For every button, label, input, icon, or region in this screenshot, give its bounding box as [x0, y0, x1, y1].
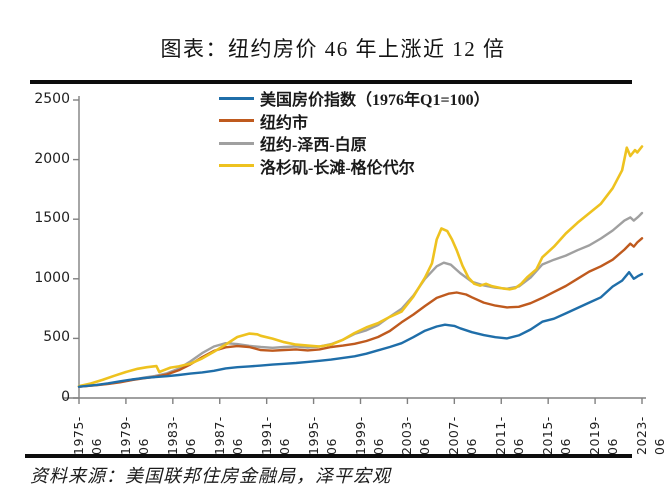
series-line-0 — [77, 271, 644, 388]
legend-item: 洛杉矶-长滩-格伦代尔 — [219, 155, 490, 178]
y-tick-label: 1500 — [34, 210, 70, 227]
x-tick-label: 1979-06 — [117, 416, 151, 455]
x-tick-label: 1991-06 — [258, 416, 292, 455]
x-tick-label: 1975-06 — [71, 416, 104, 455]
legend-item: 纽约市 — [219, 110, 490, 133]
source-note: 资料来源：美国联邦住房金融局，泽平宏观 — [30, 466, 391, 486]
legend-line-swatch — [219, 96, 254, 100]
x-tick-label: 2023-06 — [634, 416, 666, 455]
x-tick-label: 1987-06 — [211, 416, 245, 455]
footer-divider — [25, 454, 632, 458]
y-tick-label: 500 — [43, 329, 70, 346]
legend-line-swatch — [219, 164, 254, 168]
title-divider — [30, 80, 632, 84]
y-tick-label: 2000 — [34, 150, 70, 167]
x-tick-label: 1983-06 — [164, 416, 198, 455]
legend-label: 纽约市 — [260, 114, 309, 132]
legend-label: 纽约-泽西-白原 — [260, 137, 367, 155]
legend-line-swatch — [219, 141, 254, 145]
y-tick-label: 1000 — [34, 269, 70, 286]
legend-item: 美国房价指数（1976年Q1=100） — [219, 87, 490, 110]
y-tick-label: 2500 — [34, 91, 70, 107]
series-line-1 — [77, 237, 644, 388]
series-line-2 — [77, 211, 644, 388]
legend-label: 洛杉矶-长滩-格伦代尔 — [260, 159, 415, 177]
legend-line-swatch — [219, 119, 254, 123]
x-tick-label: 2003-06 — [399, 416, 433, 455]
legend: 美国房价指数（1976年Q1=100） 纽约市纽约-泽西-白原洛杉矶-长滩-格伦代… — [219, 87, 490, 177]
chart-title: 图表：纽约房价 46 年上涨近 12 倍 — [160, 37, 506, 61]
legend-label: 美国房价指数（1976年Q1=100） — [260, 92, 490, 110]
x-tick-label: 2007-06 — [446, 416, 480, 455]
y-tick-label: 0 — [61, 389, 70, 405]
x-tick-label: 1999-06 — [352, 416, 386, 455]
legend-item: 纽约-泽西-白原 — [219, 132, 490, 155]
x-tick-label: 2011-06 — [493, 416, 527, 455]
x-tick-label: 2019-06 — [587, 416, 621, 455]
x-tick-label: 2015-06 — [540, 416, 574, 455]
series-line-3 — [77, 145, 644, 388]
x-tick-label: 1995-06 — [305, 416, 339, 455]
